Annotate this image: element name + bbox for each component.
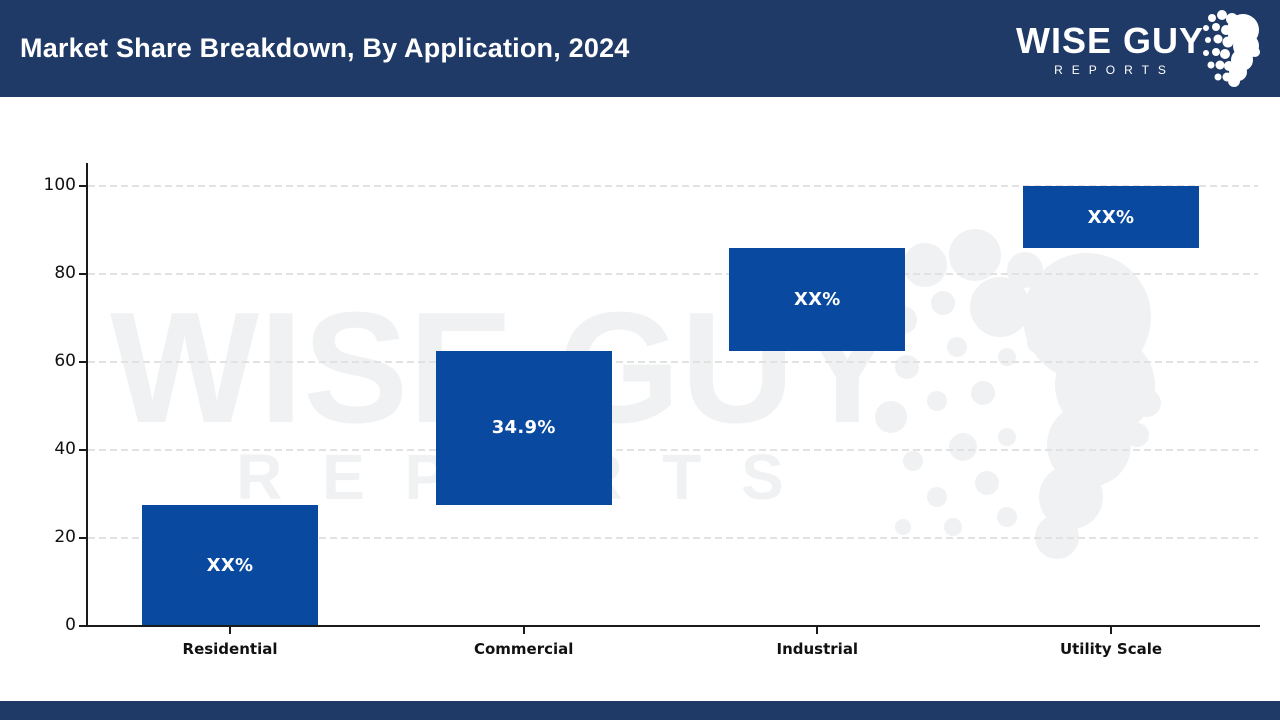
y-tick-100 — [79, 185, 86, 187]
logo-reports-label: REPORTS — [1054, 63, 1175, 77]
x-tick-4 — [1110, 627, 1112, 634]
y-axis-line — [86, 163, 88, 627]
gridline-40 — [88, 449, 1258, 451]
watermark-head-icon — [875, 229, 1161, 559]
y-tick-20 — [79, 537, 86, 539]
bar-value-label: XX% — [206, 554, 254, 576]
bar-utility-scale: XX% — [1023, 186, 1199, 249]
gridline-80 — [88, 273, 1258, 275]
x-tick-1 — [229, 627, 231, 634]
header-bar: Market Share Breakdown, By Application, … — [0, 0, 1280, 97]
footer-bar — [0, 701, 1280, 720]
bar-industrial: XX% — [729, 248, 906, 351]
x-tick-2 — [522, 627, 525, 634]
wiseguy-head-icon — [1203, 10, 1261, 87]
y-tick-40 — [79, 449, 86, 451]
y-axis-tick-label: 40 — [54, 439, 76, 459]
x-axis-tick-label: Residential — [182, 640, 278, 658]
x-axis-tick-label: Utility Scale — [1059, 640, 1163, 658]
gridline-100 — [88, 185, 1258, 187]
y-axis-tick-label: 80 — [54, 263, 76, 283]
x-axis-line — [86, 625, 1260, 627]
x-axis-tick-label: Industrial — [776, 640, 859, 658]
bar-commercial: 34.9% — [435, 351, 612, 505]
bar-value-label: XX% — [1087, 206, 1135, 228]
bar-value-label: 34.9% — [491, 417, 556, 439]
logo-wiseguy-label: WISE GUY — [1016, 20, 1205, 61]
wiseguy-logo-text: WISE GUY REPORTS — [1016, 20, 1205, 78]
y-axis-tick-label: 60 — [54, 351, 76, 371]
y-axis-tick-label: 100 — [43, 175, 76, 195]
gridline-20 — [88, 537, 1258, 539]
bar-residential: XX% — [142, 504, 318, 626]
wiseguy-logo: WISE GUY REPORTS — [1016, 6, 1266, 92]
y-tick-80 — [79, 273, 86, 275]
x-axis-tick-label: Commercial — [473, 640, 574, 658]
x-tick-3 — [816, 627, 819, 634]
y-tick-0 — [79, 625, 86, 627]
gridline-60 — [88, 361, 1258, 363]
bar-value-label: XX% — [793, 289, 841, 311]
y-tick-60 — [79, 361, 86, 363]
y-axis-tick-label: 20 — [54, 527, 76, 547]
y-axis-tick-label: 0 — [65, 615, 76, 635]
page-title: Market Share Breakdown, By Application, … — [20, 33, 630, 63]
